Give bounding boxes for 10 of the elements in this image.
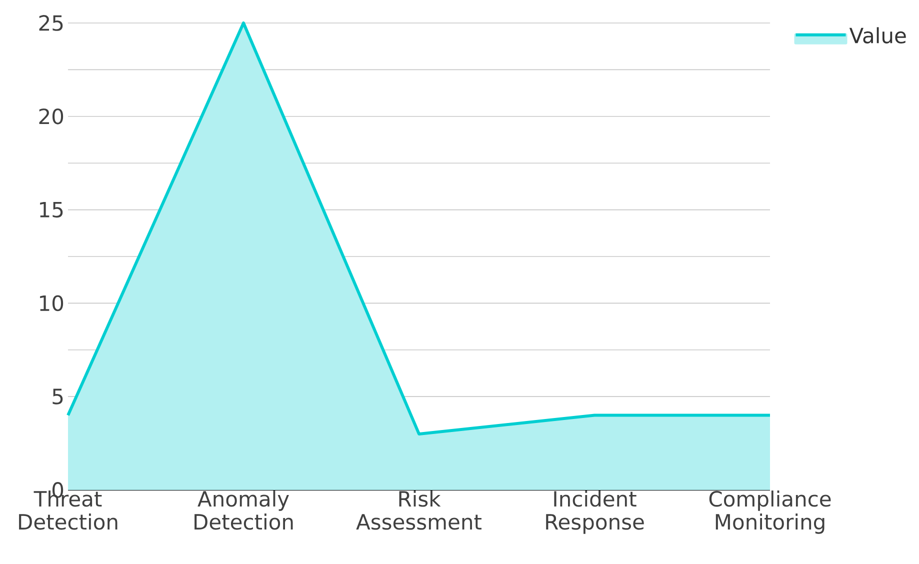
x-tick-label: Compliance Monitoring xyxy=(709,490,831,534)
x-tick-label: Incident Response xyxy=(546,490,644,534)
x-tick-label: Risk Assessment xyxy=(356,490,482,530)
x-tick-label: Anomaly Detection xyxy=(194,490,293,530)
y-tick-label: 15 xyxy=(40,202,63,218)
y-tick-label: 10 xyxy=(40,295,64,312)
y-tick-label: 25 xyxy=(39,15,63,31)
y-tick-label: 5 xyxy=(52,388,63,404)
legend-label: Value xyxy=(849,27,906,44)
y-tick-label: 20 xyxy=(39,108,64,124)
